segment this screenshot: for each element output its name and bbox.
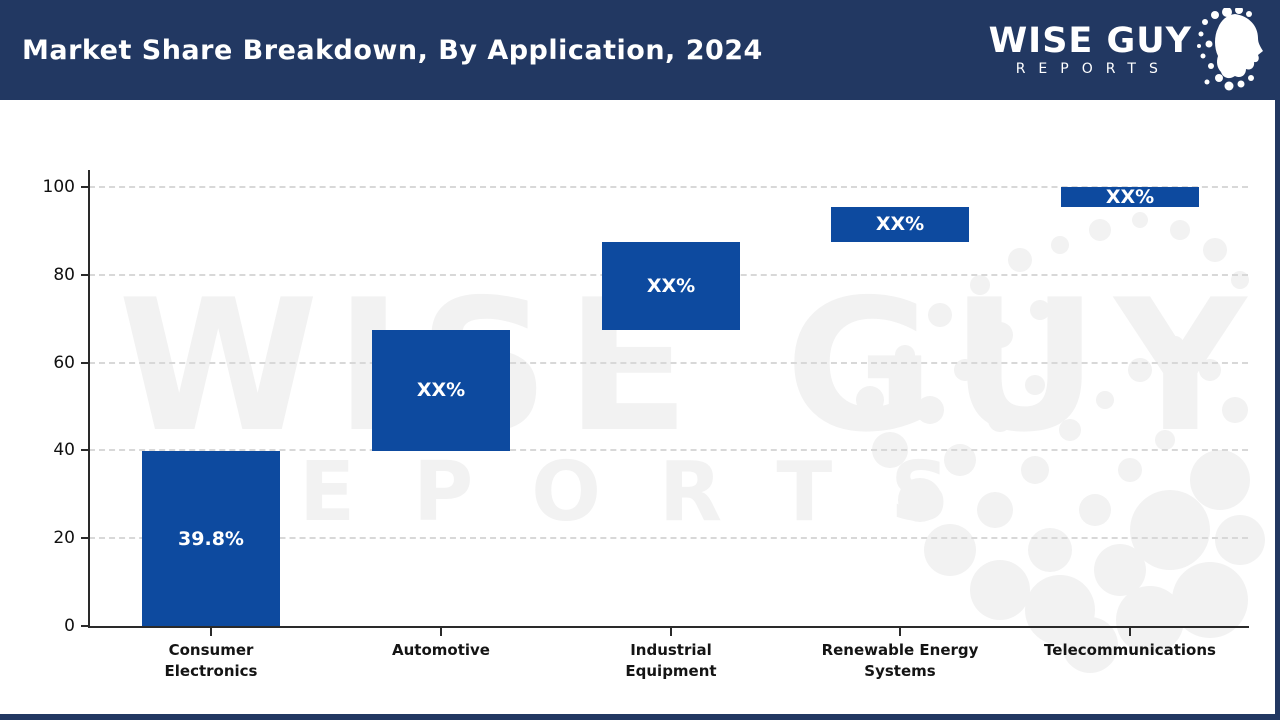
bar-value-label: XX% (875, 213, 925, 236)
gridline-40 (89, 449, 1248, 452)
y-axis-tick-label: 0 (64, 616, 75, 636)
y-axis-tick-40 (81, 449, 89, 452)
logo-wordmark: WISE GUY (988, 21, 1192, 62)
y-axis-tick-label: 100 (42, 177, 75, 197)
y-axis-tick-100 (81, 186, 89, 188)
frame-bottom-strip (0, 714, 1280, 720)
gridline-60 (89, 361, 1248, 364)
x-axis-tick-renewable-energy-systems (899, 628, 901, 636)
y-axis-tick-label: 40 (53, 440, 75, 461)
y-axis-tick-60 (81, 361, 89, 364)
gridline-20 (89, 537, 1248, 540)
category-label-automotive: Automotive (392, 641, 490, 659)
y-axis-tick-0 (81, 625, 89, 627)
logo-subtitle: REPORTS (1015, 60, 1171, 77)
x-axis-tick-telecommunications (1129, 628, 1131, 636)
bar-value-label: XX% (646, 274, 696, 297)
x-axis-tick-automotive (440, 628, 442, 636)
y-axis-tick-80 (81, 273, 89, 276)
y-axis-tick-label: 20 (53, 528, 75, 549)
category-label-industrial-equipment: Industrial Equipment (625, 641, 717, 680)
bar-value-label: XX% (416, 379, 466, 402)
logo-head-icon (1197, 8, 1263, 91)
bar-automotive: XX% (372, 329, 510, 452)
wise-guy-logo: WISE GUY REPORTS (989, 8, 1266, 92)
y-axis-tick-label: 80 (53, 264, 75, 285)
y-axis-spine (88, 170, 90, 628)
logo-text: WISE GUY REPORTS (989, 23, 1192, 77)
category-label-consumer-electronics: Consumer Electronics (164, 641, 258, 680)
bar-consumer-electronics: 39.8% (142, 451, 280, 626)
header: Market Share Breakdown, By Application, … (0, 0, 1280, 100)
page-title: Market Share Breakdown, By Application, … (22, 34, 763, 66)
y-axis-tick-label: 60 (53, 352, 75, 373)
y-axis-tick-20 (81, 537, 89, 540)
x-axis-tick-industrial-equipment (670, 628, 672, 636)
category-label-renewable-energy-systems: Renewable Energy Systems (821, 641, 979, 680)
bar-value-label: 39.8% (178, 527, 244, 550)
category-label-telecommunications: Telecommunications (1044, 641, 1216, 659)
frame-right-strip (1275, 0, 1280, 720)
bar-telecommunications: XX% (1061, 187, 1199, 207)
bar-value-label: XX% (1105, 187, 1155, 207)
bar-renewable-energy-systems: XX% (831, 206, 969, 242)
chart-area: WISE GUY REPORTS 0 20 40 60 80 100 39.8% Consum… (0, 100, 1275, 714)
bar-industrial-equipment: XX% (602, 241, 740, 330)
x-axis-spine (88, 626, 1249, 628)
x-axis-tick-consumer-electronics (210, 628, 212, 636)
gridline-100 (89, 186, 1248, 188)
watermark-head-dots (856, 212, 1265, 673)
